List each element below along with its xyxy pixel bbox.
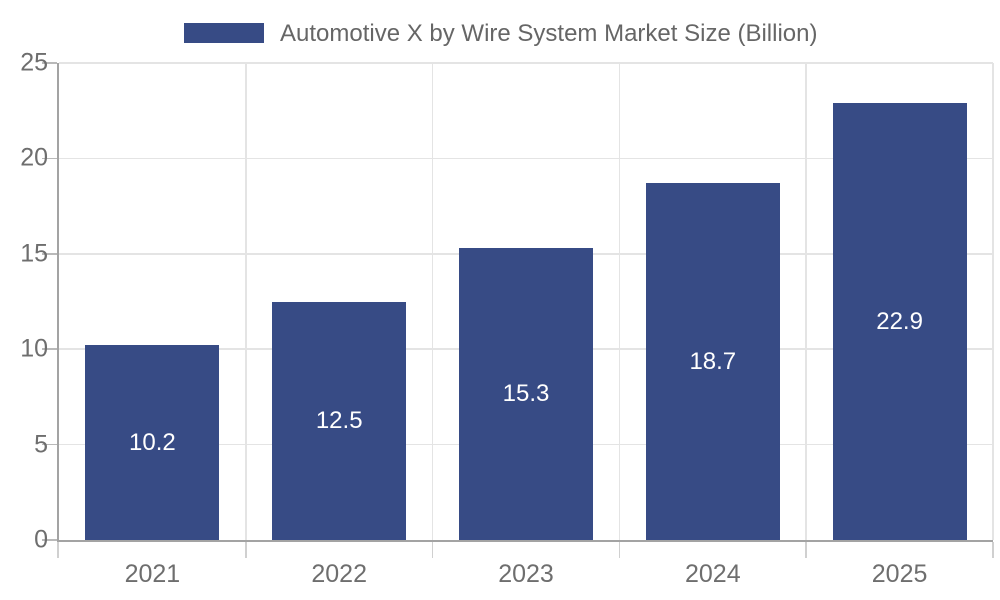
bar-value-label: 18.7	[689, 347, 737, 375]
y-axis-tick	[42, 253, 57, 255]
x-axis-line	[59, 540, 993, 542]
h-gridline	[59, 62, 993, 64]
h-gridline	[59, 157, 993, 160]
v-gridline	[992, 63, 994, 540]
y-tick-label: 5	[34, 430, 48, 459]
x-axis-tick	[57, 542, 59, 558]
bar-2023	[459, 248, 593, 540]
x-axis-tick	[618, 542, 621, 558]
v-gridline	[245, 63, 247, 540]
v-gridline	[805, 63, 807, 540]
y-axis-tick	[42, 443, 57, 446]
x-tick-label: 2024	[684, 560, 741, 588]
bar-value-label: 15.3	[502, 380, 550, 408]
bar-value-label: 10.2	[129, 428, 176, 456]
x-tick-label: 2025	[871, 560, 928, 588]
x-tick-label: 2021	[124, 560, 181, 588]
x-tick-label: 2023	[498, 560, 554, 588]
x-axis-tick	[245, 542, 247, 558]
legend-swatch-icon[interactable]	[184, 23, 264, 43]
y-axis-tick	[42, 62, 57, 64]
y-tick-label: 0	[34, 525, 48, 554]
bar-2025	[832, 103, 967, 540]
y-tick-label: 20	[20, 143, 48, 172]
y-tick-label: 25	[20, 48, 48, 77]
y-axis-line	[57, 63, 59, 557]
bar-2021	[85, 345, 220, 540]
v-gridline	[431, 63, 434, 540]
plot-area: 10.2 12.5 15.3 18.7 22.9	[42, 62, 994, 558]
bar-2024	[645, 183, 780, 540]
y-axis-tick	[42, 348, 57, 350]
x-axis-tick	[431, 542, 434, 558]
bar-value-label: 12.5	[315, 406, 363, 434]
y-tick-label: 10	[20, 334, 48, 363]
chart-legend: Automotive X by Wire System Market Size …	[0, 0, 1000, 56]
y-axis-tick	[42, 539, 57, 541]
x-axis-tick	[992, 542, 994, 558]
bar-2022	[272, 301, 407, 540]
bar-value-label: 22.9	[876, 307, 923, 335]
y-tick-label: 15	[20, 239, 48, 268]
x-tick-label: 2022	[311, 560, 367, 588]
y-axis-tick	[42, 157, 57, 160]
x-axis-tick	[805, 542, 807, 558]
legend-series-label[interactable]: Automotive X by Wire System Market Size …	[280, 20, 818, 47]
v-gridline	[618, 63, 621, 540]
